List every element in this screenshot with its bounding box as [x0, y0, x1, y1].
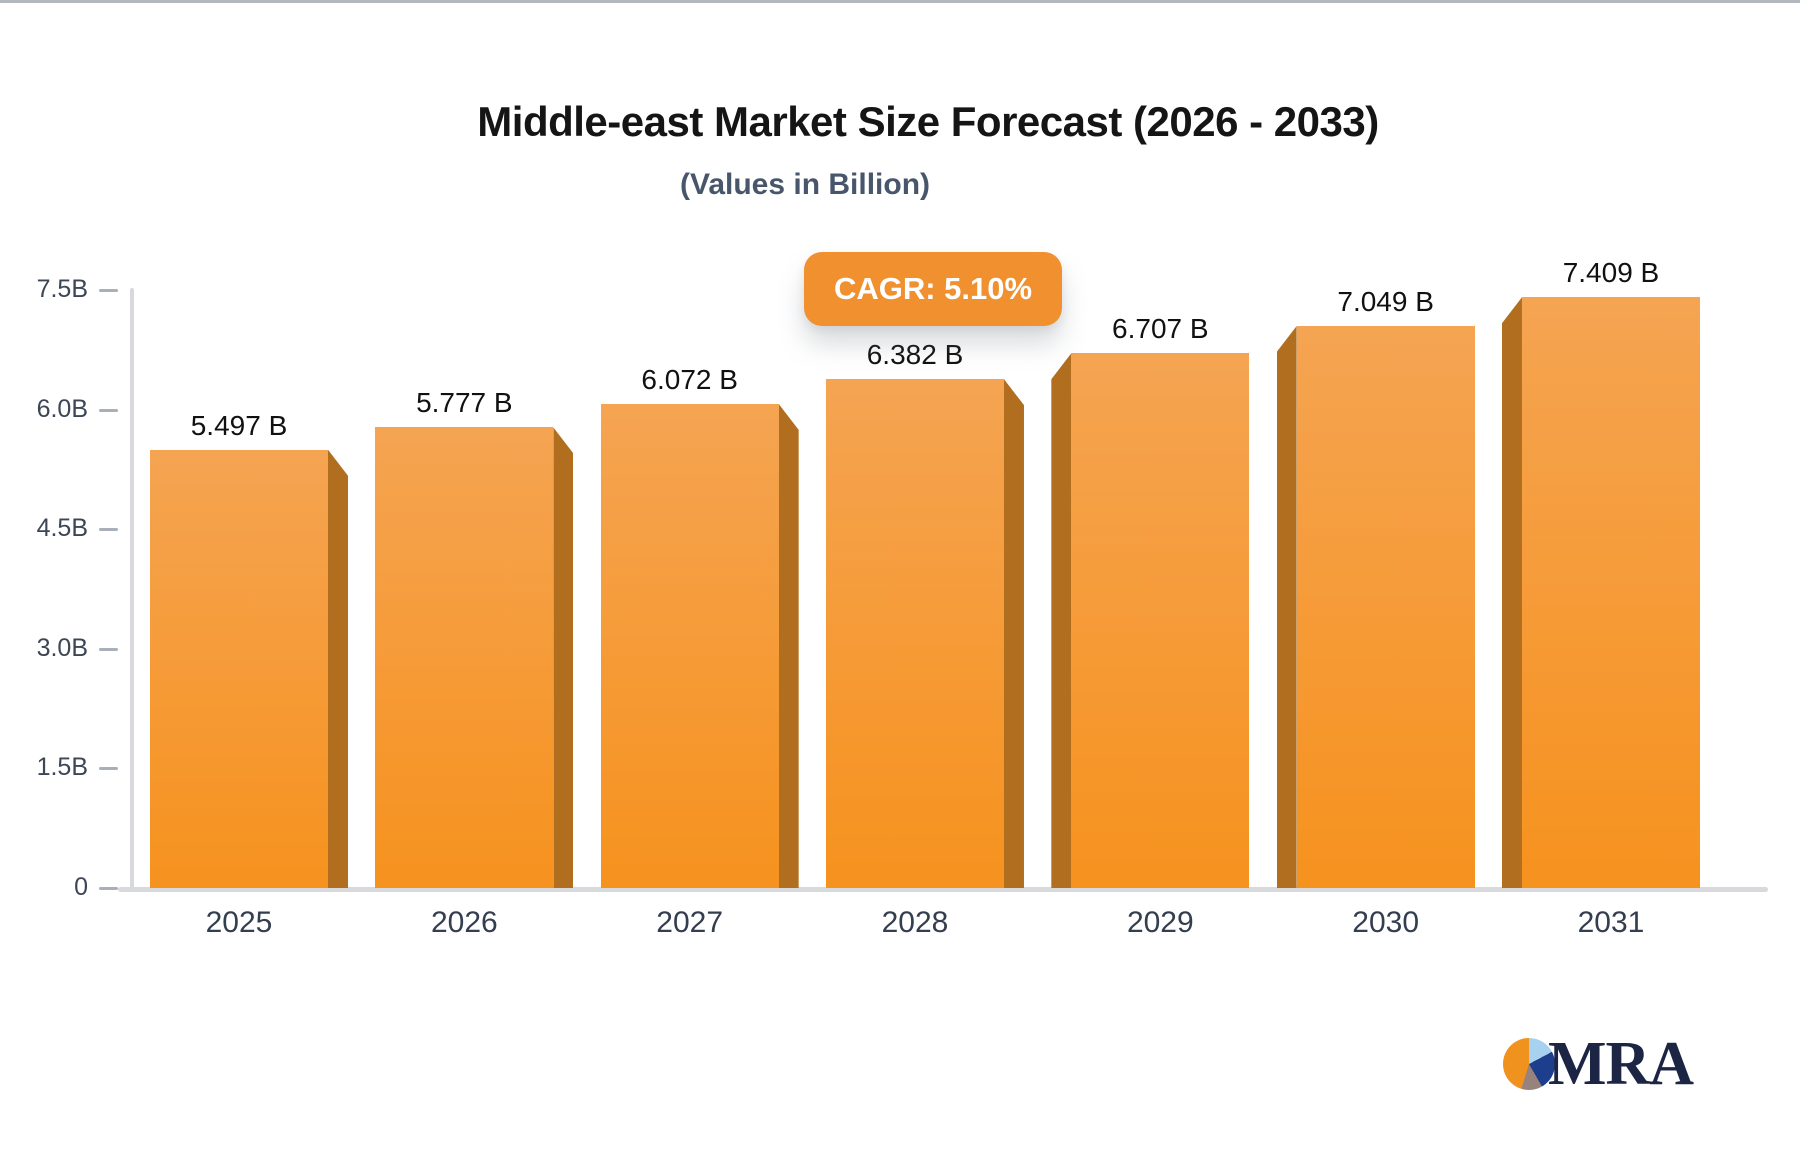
bar-value-label: 5.497 B: [190, 409, 288, 441]
bar-2027: 6.072 B 2027: [600, 364, 799, 939]
bar-value-label: 6.072 B: [641, 363, 738, 395]
bar-2029: 6.707 B 2029: [1051, 313, 1250, 939]
x-axis-label: 2031: [1577, 906, 1645, 939]
y-axis-tick-label: 6.0B: [36, 394, 88, 423]
chart-title: Middle-east Market Size Forecast (2026 -…: [477, 98, 1379, 145]
y-axis-tick: [99, 647, 118, 651]
y-axis-tick-label: 7.5B: [36, 275, 88, 303]
y-axis-tick-label: 1.5B: [36, 753, 88, 782]
bar-2030: 7.049 B 2030: [1276, 286, 1475, 939]
cagr-badge: CAGR: 5.10%: [803, 252, 1063, 326]
bar-3d-side: [1501, 297, 1522, 888]
y-axis-tick: [99, 767, 118, 771]
x-axis-label: 2029: [1126, 906, 1194, 939]
x-axis-label: 2030: [1352, 906, 1420, 939]
cagr-badge-wrapper: CAGR: 5.10%: [66, 252, 1800, 326]
x-axis-label: 2026: [430, 906, 498, 939]
bar-face: [150, 449, 328, 888]
bar-value-label: 6.707 B: [1112, 313, 1209, 345]
bar-3d-side: [778, 403, 799, 888]
bar-value-label: 7.049 B: [1337, 285, 1434, 317]
logo-text: MRA: [1548, 1030, 1694, 1098]
bar-3d-side: [1051, 353, 1072, 888]
y-axis-tick: [99, 528, 118, 532]
chart-subtitle: (Values in Billion): [679, 168, 931, 201]
bar-2031: 7.409 B 2031: [1501, 257, 1700, 939]
x-axis-label: 2025: [205, 906, 273, 939]
y-axis-tick: [99, 408, 118, 412]
x-axis-label: 2027: [656, 906, 724, 939]
pie-chart-logo-icon: [1503, 1038, 1555, 1090]
x-axis-line: [118, 887, 1768, 892]
bar-face: [375, 427, 554, 888]
bar-3d-side: [553, 427, 574, 888]
bar-face: [600, 403, 779, 888]
bar-value-label: 7.409 B: [1562, 257, 1660, 289]
bar-face: [1071, 353, 1250, 888]
bar-2028: 6.382 B 2028: [825, 339, 1024, 939]
x-axis-label: 2028: [881, 906, 949, 939]
y-axis-tick-label: 0: [74, 873, 88, 901]
bar-face: [1521, 297, 1700, 888]
bar-face: [825, 379, 1004, 888]
y-axis-tick: [99, 289, 118, 292]
bar-3d-side: [328, 449, 348, 888]
bar-2025: 5.497 B 2025: [150, 410, 348, 939]
bar-value-label: 6.382 B: [866, 339, 964, 371]
bar-2026: 5.777 B 2026: [375, 387, 574, 939]
y-axis-tick-label: 3.0B: [36, 633, 88, 662]
y-axis-tick-label: 4.5B: [36, 514, 88, 543]
bars-area: 5.497 B 2025 5.777 B 2026 6.072 B 2027 6.382 B…: [150, 257, 1700, 939]
y-axis-tick: [99, 887, 118, 890]
bar-value-label: 5.777 B: [416, 387, 513, 419]
window-top-edge: [0, 0, 1800, 3]
bar-face: [1296, 325, 1475, 888]
bar-3d-side: [1276, 325, 1297, 888]
bar-3d-side: [1003, 379, 1024, 888]
brand-logo: MRA: [1503, 1030, 1694, 1098]
y-axis-line: [130, 288, 134, 890]
